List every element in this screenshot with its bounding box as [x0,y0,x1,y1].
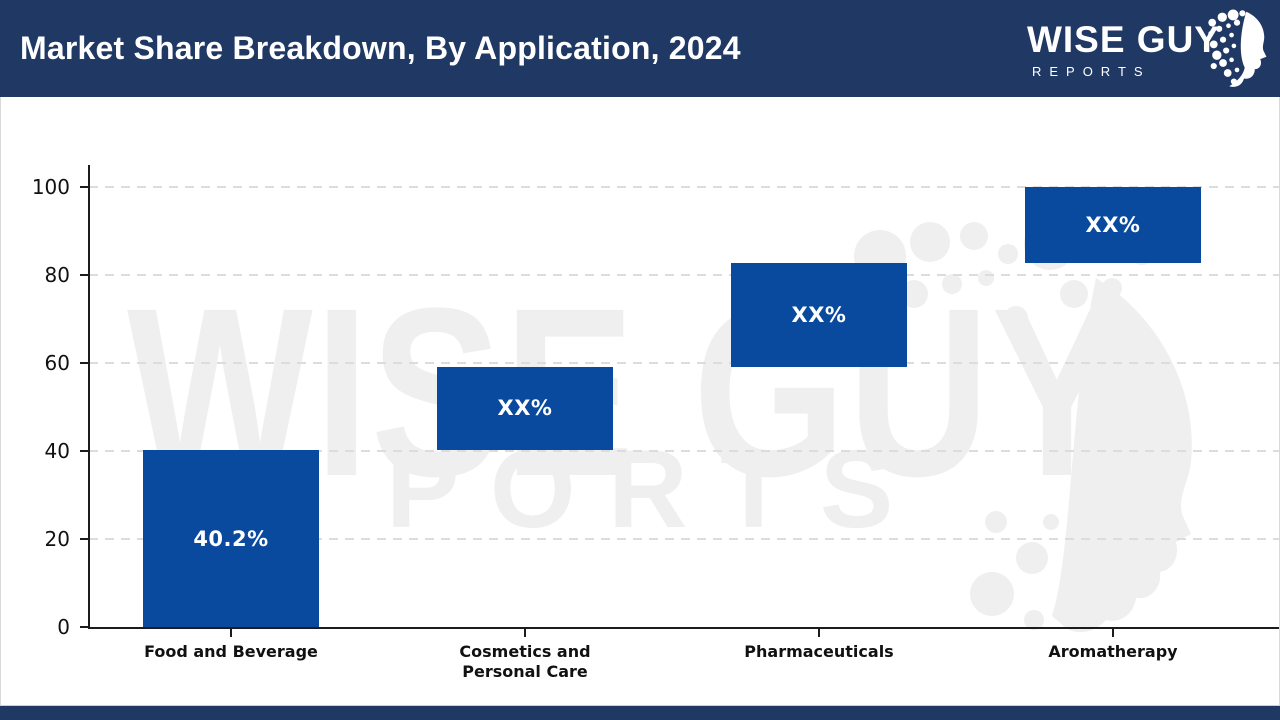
plot: 0 20 40 60 80 100 40.2% Food and Beverage XX% Cos… [1,97,1279,705]
logo-name: WISE GUY [1026,19,1220,60]
footer-bar [0,706,1280,720]
category-label-line: Pharmaceuticals [744,642,894,661]
y-axis-tick [80,450,88,452]
y-axis-line [88,165,90,629]
logo-face-icon [1208,9,1267,87]
x-axis-category-label: Cosmetics and Personal Care [375,642,675,682]
bar-value-label: XX% [791,302,847,327]
category-label-line: Cosmetics and [459,642,591,661]
x-axis-tick [524,629,526,637]
category-label-line: Personal Care [462,662,588,681]
y-axis-tick [80,274,88,276]
x-axis-category-label: Pharmaceuticals [669,642,969,662]
watermark-subtext: P O R T S [386,428,895,551]
y-axis-tick-label: 60 [44,351,70,375]
chart-area: WISE GUY P O R T S 0 20 40 60 80 100 40.2% Food… [0,97,1280,706]
logo-subtitle: REPORTS [1031,64,1151,79]
wiseguy-logo: WISE GUY REPORTS [1027,4,1268,94]
gridline [89,362,1279,364]
bar-value-label: XX% [497,396,553,421]
gridline [89,450,1279,452]
y-axis-tick [80,362,88,364]
header-bar: Market Share Breakdown, By Application, … [0,0,1280,97]
x-axis-category-label: Food and Beverage [81,642,381,662]
y-axis-tick-label: 20 [44,527,70,551]
x-axis-tick [1112,629,1114,637]
logo-text: WISE GUY REPORTS [1027,19,1220,79]
gridline [89,186,1279,188]
x-axis-line [88,627,1279,629]
y-axis-tick-label: 40 [44,439,70,463]
bar-value-label: 40.2% [193,526,269,551]
page-title: Market Share Breakdown, By Application, … [20,30,741,66]
category-label-line: Aromatherapy [1048,642,1178,661]
y-axis-tick [80,186,88,188]
bar-segment: 40.2% [143,450,319,627]
bar-value-label: XX% [1085,212,1141,237]
bar-segment: XX% [1025,187,1201,263]
y-axis-tick [80,538,88,540]
category-label-line: Food and Beverage [144,642,318,661]
watermark-head-icon [852,222,1192,633]
y-axis-tick-label: 100 [31,175,70,199]
y-axis-tick-label: 80 [44,263,70,287]
bar-segment: XX% [731,262,907,367]
y-axis-tick-label: 0 [57,615,70,639]
y-axis-tick [80,626,88,628]
x-axis-tick [230,629,232,637]
bar-segment: XX% [437,366,613,451]
x-axis-category-label: Aromatherapy [963,642,1263,662]
gridline [89,538,1279,540]
gridline [89,274,1279,276]
x-axis-tick [818,629,820,637]
